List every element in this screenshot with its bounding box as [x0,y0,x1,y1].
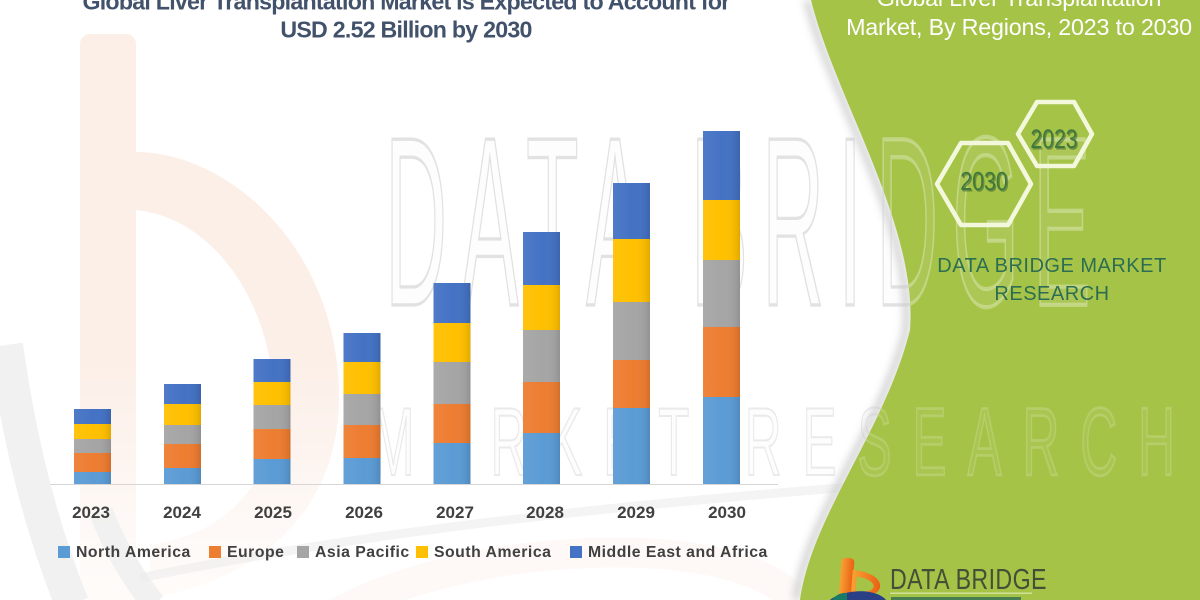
svg-text:2023: 2023 [72,503,110,522]
svg-text:Market, By Regions, 2023 to 20: Market, By Regions, 2023 to 2030 [846,14,1192,40]
svg-text:2025: 2025 [254,503,292,522]
svg-text:2023: 2023 [1030,125,1077,155]
svg-text:Europe: Europe [227,544,284,561]
svg-text:2030: 2030 [708,503,746,522]
svg-text:Asia Pacific: Asia Pacific [315,544,410,561]
svg-text:North America: North America [76,544,191,561]
svg-text:2030: 2030 [961,169,1009,197]
svg-text:Global Liver Transplantation M: Global Liver Transplantation Market is E… [82,0,730,15]
svg-text:2029: 2029 [617,503,655,522]
svg-text:2030: 2030 [960,167,1008,195]
svg-text:South America: South America [434,544,551,561]
svg-text:DATA BRIDGE MARKET: DATA BRIDGE MARKET [937,255,1166,277]
svg-text:Global Liver Transplantation: Global Liver Transplantation [877,0,1162,11]
svg-text:RESEARCH: RESEARCH [994,283,1109,305]
svg-text:USD 2.52 Billion by 2030: USD 2.52 Billion by 2030 [280,17,531,43]
svg-text:2026: 2026 [345,503,383,522]
svg-text:DATA BRIDGE: DATA BRIDGE [890,562,1047,595]
svg-text:2023: 2023 [1032,126,1079,156]
svg-text:2024: 2024 [163,503,201,522]
svg-text:2028: 2028 [526,503,564,522]
svg-text:2027: 2027 [436,503,474,522]
svg-text:Middle East and Africa: Middle East and Africa [588,544,768,561]
